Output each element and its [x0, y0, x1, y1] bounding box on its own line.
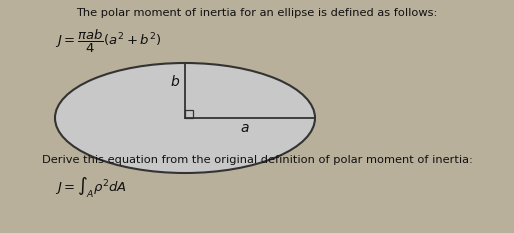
Text: a: a	[241, 121, 249, 135]
Text: $J = \int_A \rho^2 dA$: $J = \int_A \rho^2 dA$	[55, 175, 127, 200]
Ellipse shape	[55, 63, 315, 173]
Text: Derive this equation from the original definition of polar moment of inertia:: Derive this equation from the original d…	[42, 155, 472, 165]
Text: b: b	[171, 75, 179, 89]
Text: $J = \dfrac{\pi ab}{4}(a^2 + b^2)$: $J = \dfrac{\pi ab}{4}(a^2 + b^2)$	[55, 28, 161, 55]
Bar	[185, 110, 193, 118]
Text: The polar moment of inertia for an ellipse is defined as follows:: The polar moment of inertia for an ellip…	[76, 8, 438, 18]
